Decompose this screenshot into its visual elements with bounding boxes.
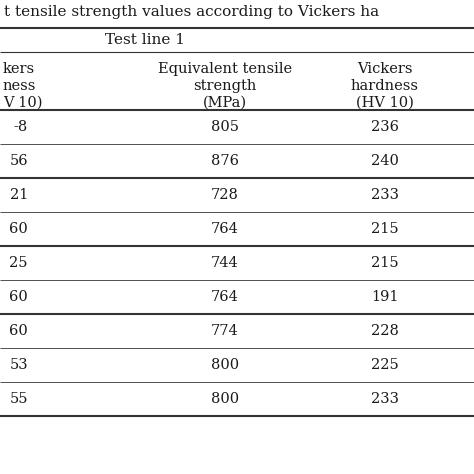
Text: 55: 55: [9, 392, 28, 406]
Text: 800: 800: [211, 358, 239, 372]
Text: 236: 236: [371, 120, 399, 134]
Text: Equivalent tensile: Equivalent tensile: [158, 62, 292, 76]
Text: t tensile strength values according to Vickers ha: t tensile strength values according to V…: [4, 5, 379, 19]
Text: 21: 21: [9, 188, 28, 202]
Text: 225: 225: [371, 358, 399, 372]
Text: 728: 728: [211, 188, 239, 202]
Text: 56: 56: [9, 154, 28, 168]
Text: 764: 764: [211, 290, 239, 304]
Text: 240: 240: [371, 154, 399, 168]
Text: Vickers: Vickers: [357, 62, 413, 76]
Text: 25: 25: [9, 256, 28, 270]
Text: 744: 744: [211, 256, 239, 270]
Text: 764: 764: [211, 222, 239, 236]
Text: 215: 215: [371, 222, 399, 236]
Text: 233: 233: [371, 188, 399, 202]
Text: -8: -8: [14, 120, 28, 134]
Text: strength: strength: [193, 79, 257, 93]
Text: V 10): V 10): [3, 96, 43, 110]
Text: 233: 233: [371, 392, 399, 406]
Text: 800: 800: [211, 392, 239, 406]
Text: (HV 10): (HV 10): [356, 96, 414, 110]
Text: Test line 1: Test line 1: [105, 33, 185, 47]
Text: ness: ness: [3, 79, 36, 93]
Text: 805: 805: [211, 120, 239, 134]
Text: 53: 53: [9, 358, 28, 372]
Text: (MPa): (MPa): [203, 96, 247, 110]
Text: hardness: hardness: [351, 79, 419, 93]
Text: 774: 774: [211, 324, 239, 338]
Text: 191: 191: [371, 290, 399, 304]
Text: 60: 60: [9, 324, 28, 338]
Text: 60: 60: [9, 290, 28, 304]
Text: 876: 876: [211, 154, 239, 168]
Text: 60: 60: [9, 222, 28, 236]
Text: 215: 215: [371, 256, 399, 270]
Text: 228: 228: [371, 324, 399, 338]
Text: kers: kers: [3, 62, 35, 76]
